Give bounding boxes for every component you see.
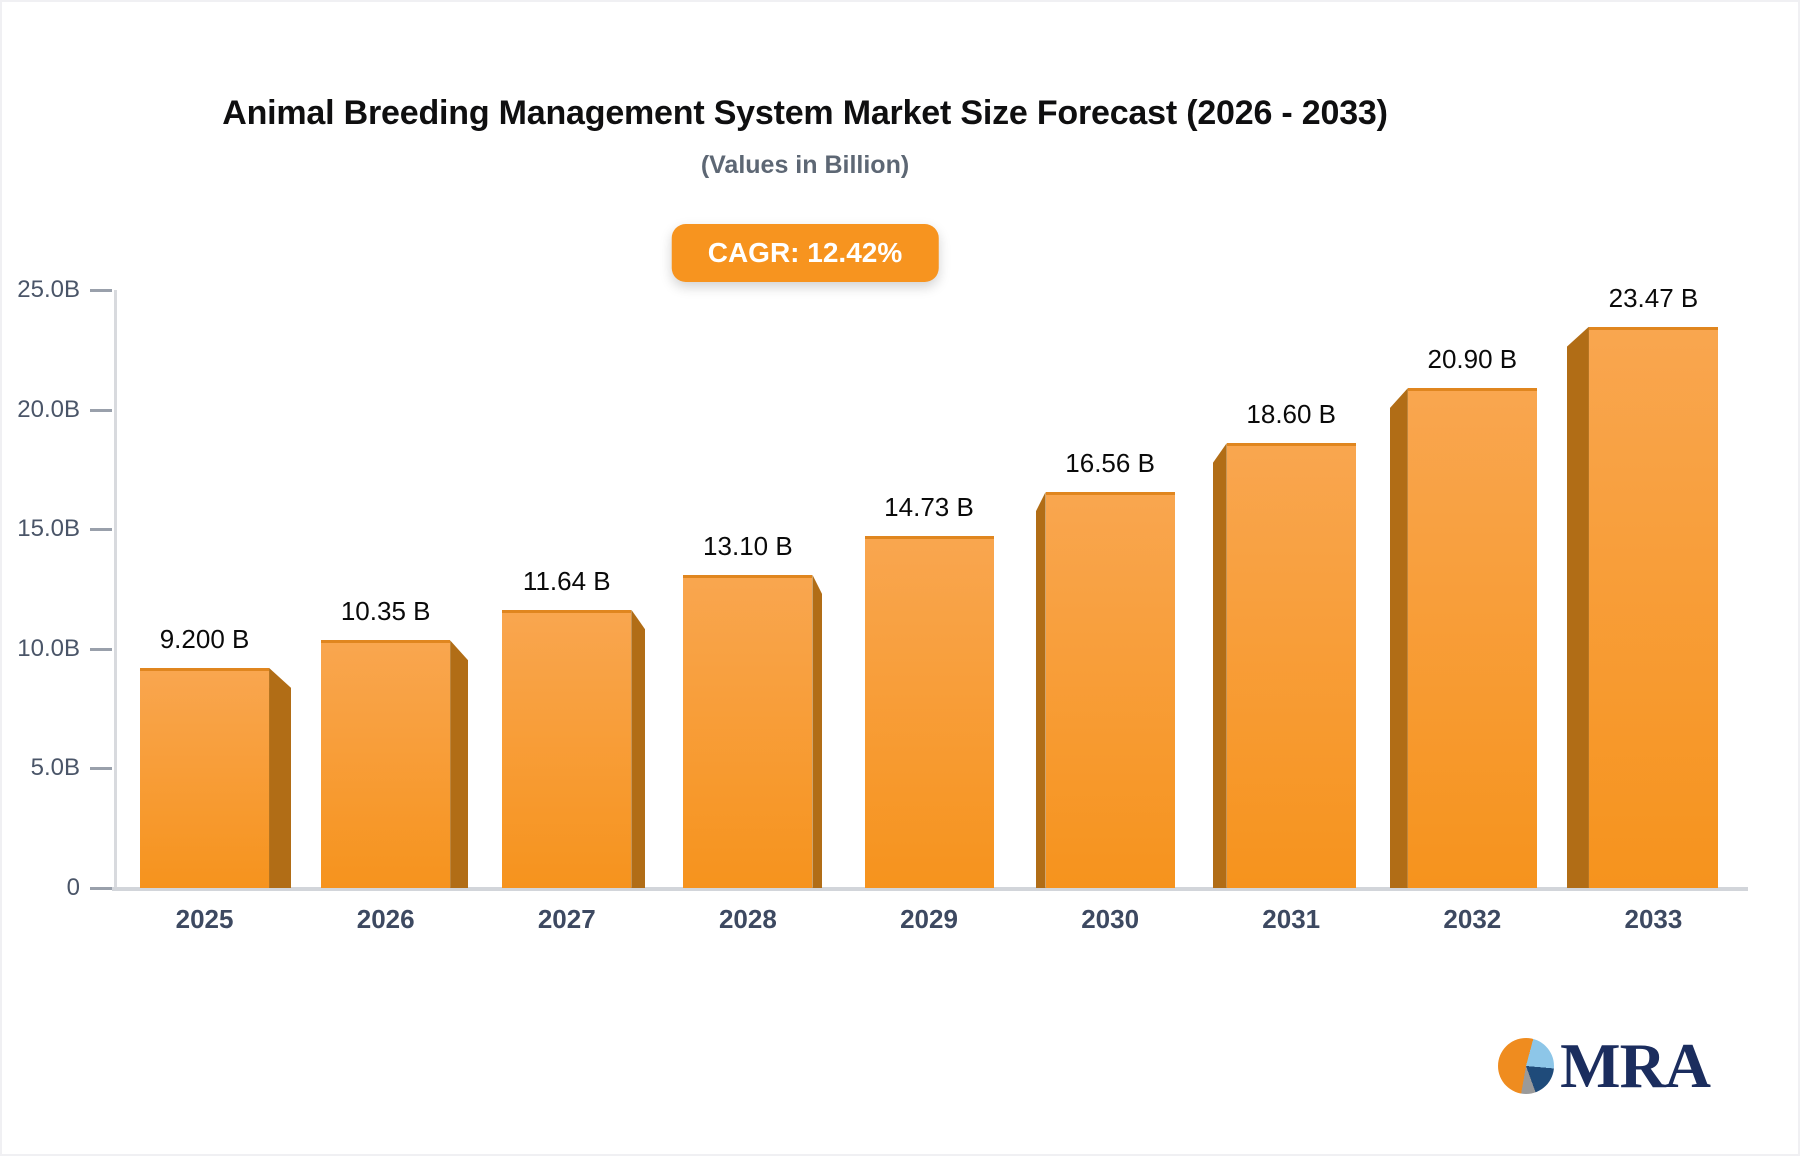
bar-value-label: 18.60 B [1246,399,1337,430]
bar-value-label: 9.200 B [159,623,250,654]
x-axis-label: 2032 [1443,904,1502,934]
bar-value-label: 20.90 B [1427,344,1518,375]
x-axis-label: 2029 [900,904,958,934]
bar [321,640,451,888]
y-tick-label: 0 [66,874,80,901]
bar-side-face [450,640,469,888]
cagr-badge: CAGR: 12.42% [671,224,939,282]
bar [1407,388,1537,888]
bar-side-face [1389,388,1408,888]
bar [1045,491,1175,888]
bar [1226,443,1356,888]
bar-side-face [631,609,646,888]
x-axis-label: 2033 [1624,904,1683,934]
y-tick-dash [90,289,112,292]
bar-value-label: 10.35 B [340,596,431,627]
brand-logo: MRA [1498,1030,1711,1101]
bar-value-label: 14.73 B [884,491,974,522]
chart-title: Animal Breeding Management System Market… [222,94,1388,132]
bar [502,609,632,888]
bar-value-label: 16.56 B [1065,447,1155,478]
y-tick-dash [90,647,112,651]
bar [140,667,270,888]
pie-chart-logo-icon [1498,1038,1555,1094]
x-axis-baseline [112,887,1748,891]
y-tick-label: 5.0B [30,754,80,782]
bar-value-label: 13.10 B [703,530,793,561]
y-tick-dash [90,528,112,532]
chart-subtitle: (Values in Billion) [700,151,910,179]
x-axis-label: 2025 [175,904,234,934]
chart-header: Animal Breeding Management System Market… [2,94,1608,180]
brand-logo-text: MRA [1560,1030,1711,1101]
y-tick-dash [90,408,112,412]
bar-side-face [1035,491,1046,888]
y-axis-line [114,290,117,890]
bar-side-face [812,574,823,888]
bar-value-label: 23.47 B [1608,282,1699,313]
y-tick-label: 10.0B [17,634,80,662]
bar [1588,326,1718,888]
x-axis-label: 2031 [1262,904,1321,934]
x-axis-label: 2028 [718,904,777,934]
x-axis-label: 2026 [356,904,415,934]
x-axis-label: 2030 [1081,904,1140,934]
bar-value-label: 11.64 B [522,565,611,596]
y-tick-label: 25.0B [17,276,80,303]
y-tick-label: 20.0B [17,395,80,423]
y-tick-label: 15.0B [17,515,80,543]
bar-side-face [1566,326,1589,888]
bar [683,574,813,888]
y-tick-dash [90,767,112,771]
bar-side-face [1212,443,1227,888]
bar [864,535,994,888]
y-tick-dash [90,887,112,890]
x-axis-label: 2027 [537,904,596,934]
bar-side-face [269,667,292,888]
